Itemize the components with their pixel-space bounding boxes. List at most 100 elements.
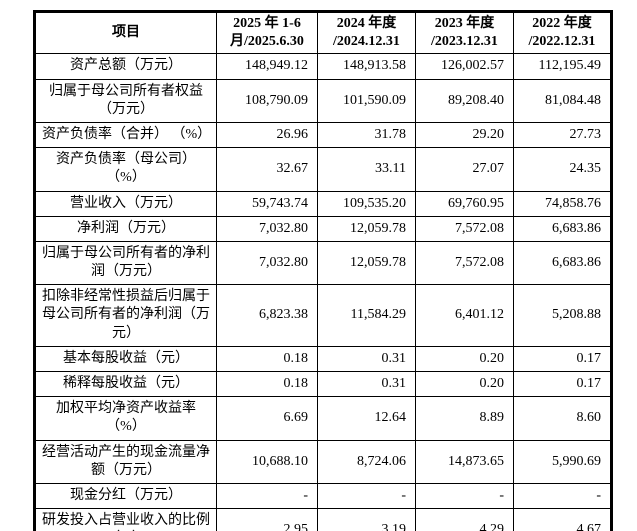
table-row: 资产总额（万元） 148,949.12 148,913.58 126,002.57 11…	[34, 53, 612, 80]
table-row: 归属于母公司所有者的净利润（万元） 7,032.80 12,059.78 7,572.…	[34, 240, 612, 286]
header-cell-period: 2022 年度/2022.12.31	[513, 10, 612, 55]
value-cell: 3.19	[317, 508, 416, 531]
value-cell: -	[317, 482, 416, 510]
table-row: 营业收入（万元） 59,743.74 109,535.20 69,760.95 74,8…	[34, 190, 612, 217]
row-label-cell: 研发投入占营业收入的比例（%）	[34, 508, 217, 531]
value-cell: 29.20	[415, 121, 514, 149]
value-cell: 33.11	[317, 147, 416, 192]
value-cell: -	[513, 482, 612, 510]
value-cell: 6,401.12	[415, 284, 514, 347]
value-cell: 148,949.12	[216, 53, 318, 80]
header-line: 2023 年度	[434, 16, 495, 31]
row-label-cell: 基本每股收益（元）	[34, 345, 217, 373]
row-label-cell: 营业收入（万元）	[34, 190, 217, 217]
table-header-row: 项目 2025 年 1-6 月/2025.6.30 2024 年度/2024.12.…	[34, 10, 612, 55]
value-cell: 112,195.49	[513, 53, 612, 80]
row-label-cell: 加权平均净资产收益率（%）	[34, 396, 217, 441]
row-label-cell: 归属于母公司所有者的净利润（万元）	[34, 240, 217, 286]
value-cell: 12.64	[317, 396, 416, 441]
header-line: 月/2025.6.30	[230, 34, 304, 50]
row-label-cell: 资产总额（万元）	[34, 53, 217, 80]
value-cell: 7,572.08	[415, 240, 514, 286]
row-label-cell: 稀释每股收益（元）	[34, 370, 217, 398]
value-cell: 8,724.06	[317, 439, 416, 484]
value-cell: 11,584.29	[317, 284, 416, 347]
header-line: /2024.12.31	[333, 34, 400, 50]
value-cell: 26.96	[216, 121, 318, 149]
table-row: 研发投入占营业收入的比例（%）2.953.194.294.67	[34, 508, 612, 531]
row-label-cell: 经营活动产生的现金流量净额（万元）	[34, 439, 217, 484]
table-row: 归属于母公司所有者权益（万元） 108,790.09 101,590.09 89,20…	[34, 78, 612, 123]
row-label-cell: 归属于母公司所有者权益（万元）	[34, 78, 217, 123]
value-cell: 14,873.65	[415, 439, 514, 484]
value-cell: 32.67	[216, 147, 318, 192]
value-cell: 12,059.78	[317, 240, 416, 286]
row-label-cell: 现金分红（万元）	[34, 482, 217, 510]
header-cell-period: 2025 年 1-6 月/2025.6.30	[216, 10, 318, 55]
table-row: 经营活动产生的现金流量净额（万元） 10,688.10 8,724.06 14,873…	[34, 439, 612, 484]
value-cell: 81,084.48	[513, 78, 612, 123]
value-cell: 4.29	[415, 508, 514, 531]
value-cell: 109,535.20	[317, 190, 416, 217]
value-cell: 27.73	[513, 121, 612, 149]
header-line: 2024 年度	[336, 16, 397, 31]
value-cell: 8.89	[415, 396, 514, 441]
value-cell: 126,002.57	[415, 53, 514, 80]
header-line: /2022.12.31	[528, 34, 596, 50]
header-cell-period: 2024 年度/2024.12.31	[317, 10, 416, 55]
table-row: 资产负债率（母公司） （%） 32.67 33.11 27.07 24.35	[34, 147, 612, 192]
value-cell: 4.67	[513, 508, 612, 531]
table-row: 现金分红（万元） - - - -	[34, 482, 612, 510]
table-row: 净利润（万元） 7,032.80 12,059.78 7,572.08 6,683.86	[34, 215, 612, 242]
value-cell: 6,683.86	[513, 240, 612, 286]
value-cell: 59,743.74	[216, 190, 318, 217]
value-cell: 2.95	[216, 508, 318, 531]
value-cell: 6.69	[216, 396, 318, 441]
row-label-cell: 净利润（万元）	[34, 215, 217, 242]
value-cell: 0.18	[216, 370, 318, 398]
value-cell: 0.17	[513, 345, 612, 373]
value-cell: 7,032.80	[216, 240, 318, 286]
value-cell: 5,208.88	[513, 284, 612, 347]
value-cell: 0.18	[216, 345, 318, 373]
value-cell: 0.20	[415, 370, 514, 398]
value-cell: 108,790.09	[216, 78, 318, 123]
value-cell: 0.31	[317, 370, 416, 398]
row-label-cell: 资产负债率（合并） （%）	[34, 121, 217, 149]
value-cell: -	[415, 482, 514, 510]
value-cell: 69,760.95	[415, 190, 514, 217]
value-cell: 8.60	[513, 396, 612, 441]
value-cell: 7,032.80	[216, 215, 318, 242]
value-cell: 6,683.86	[513, 215, 612, 242]
header-line: 2025 年 1-6	[233, 16, 301, 31]
value-cell: -	[216, 482, 318, 510]
value-cell: 10,688.10	[216, 439, 318, 484]
value-cell: 0.17	[513, 370, 612, 398]
value-cell: 6,823.38	[216, 284, 318, 347]
table-row: 资产负债率（合并） （%） 26.96 31.78 29.20 27.73	[34, 121, 612, 149]
row-label-cell: 资产负债率（母公司） （%）	[34, 147, 217, 192]
value-cell: 74,858.76	[513, 190, 612, 217]
row-label-cell: 扣除非经常性损益后归属于母公司所有者的净利润（万元）	[34, 284, 217, 347]
value-cell: 0.31	[317, 345, 416, 373]
table-row: 扣除非经常性损益后归属于母公司所有者的净利润（万元） 6,823.38 11,584…	[34, 284, 612, 347]
value-cell: 24.35	[513, 147, 612, 192]
value-cell: 31.78	[317, 121, 416, 149]
value-cell: 0.20	[415, 345, 514, 373]
table-row: 基本每股收益（元） 0.18 0.31 0.20 0.17	[34, 345, 612, 373]
value-cell: 89,208.40	[415, 78, 514, 123]
header-cell-period: 2023 年度/2023.12.31	[415, 10, 514, 55]
table-body: 资产总额（万元） 148,949.12 148,913.58 126,002.57 11…	[34, 53, 612, 531]
header-line: /2023.12.31	[431, 34, 498, 50]
header-cell-item: 项目	[34, 10, 217, 55]
financial-summary-table: 项目 2025 年 1-6 月/2025.6.30 2024 年度/2024.12.…	[33, 10, 613, 531]
value-cell: 5,990.69	[513, 439, 612, 484]
value-cell: 101,590.09	[317, 78, 416, 123]
value-cell: 27.07	[415, 147, 514, 192]
value-cell: 7,572.08	[415, 215, 514, 242]
table-row: 加权平均净资产收益率（%） 6.69 12.64 8.89 8.60	[34, 396, 612, 441]
header-line: 2022 年度	[532, 16, 592, 31]
value-cell: 148,913.58	[317, 53, 416, 80]
value-cell: 12,059.78	[317, 215, 416, 242]
